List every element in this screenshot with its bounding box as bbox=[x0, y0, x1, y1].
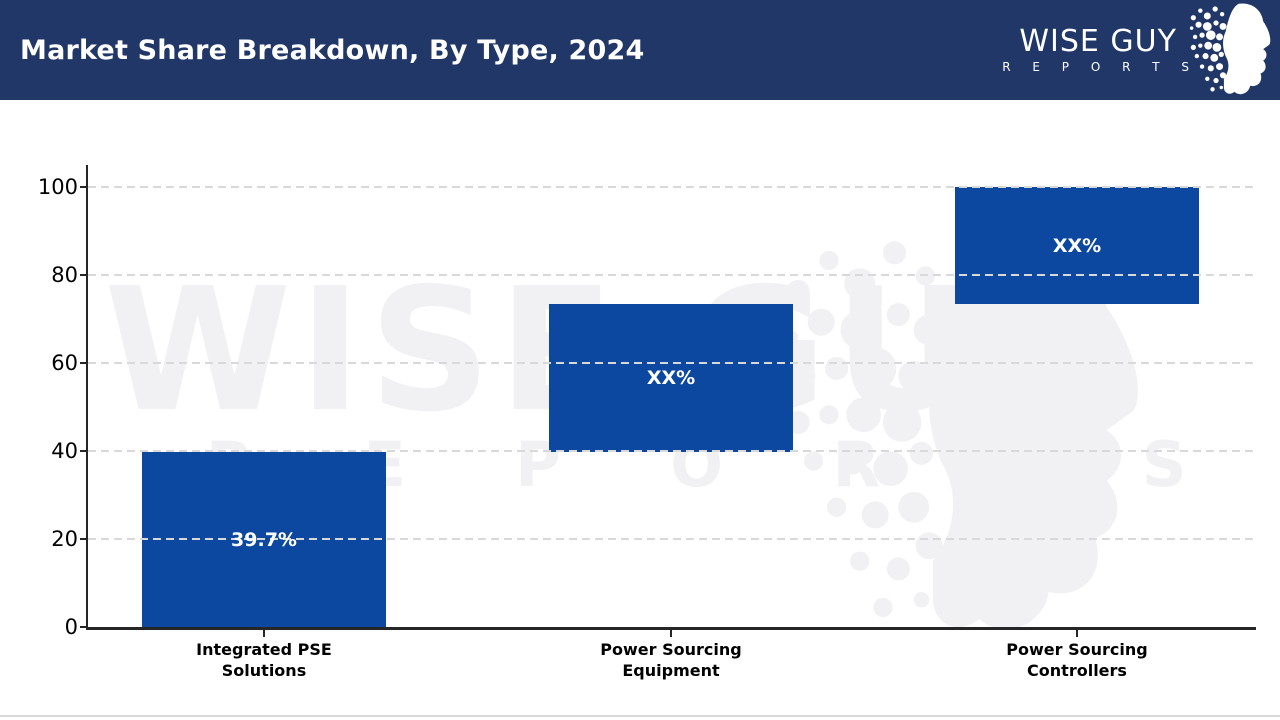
bar-segment-2 bbox=[549, 304, 793, 453]
xtick-mark-2 bbox=[670, 630, 672, 637]
x-category-label-line: Equipment bbox=[622, 661, 720, 680]
ytick-mark-100 bbox=[80, 186, 88, 188]
brand-reports-label: R E P O R T S bbox=[1002, 60, 1198, 74]
ytick-label-40: 40 bbox=[51, 439, 78, 463]
ytick-label-20: 20 bbox=[51, 527, 78, 551]
y-axis-line bbox=[86, 165, 88, 629]
x-category-label-2: Power Sourcing Equipment bbox=[511, 639, 831, 681]
brand-face-icon bbox=[1189, 3, 1271, 95]
header-bar: Market Share Breakdown, By Type, 2024 WI… bbox=[0, 0, 1280, 100]
x-category-label-1: Integrated PSE Solutions bbox=[104, 639, 424, 681]
xtick-mark-1 bbox=[263, 630, 265, 637]
x-category-label-line: Integrated PSE bbox=[196, 640, 332, 659]
gridline-20 bbox=[88, 538, 1256, 540]
xtick-mark-3 bbox=[1076, 630, 1078, 637]
bar-value-label-1: 39.7% bbox=[231, 528, 297, 551]
bar-value-label-2: XX% bbox=[646, 367, 696, 390]
bar-segment-3 bbox=[955, 187, 1199, 305]
x-category-label-line: Controllers bbox=[1027, 661, 1127, 680]
x-axis-line bbox=[86, 627, 1256, 630]
gridline-60 bbox=[88, 362, 1256, 364]
ytick-label-60: 60 bbox=[51, 351, 78, 375]
gridline-100 bbox=[88, 186, 1256, 188]
ytick-label-100: 100 bbox=[37, 175, 78, 199]
watermark-reports-text: R E P O R T S bbox=[206, 428, 1231, 501]
ytick-mark-40 bbox=[80, 450, 88, 452]
ytick-label-0: 0 bbox=[64, 615, 78, 639]
bar-segment-1 bbox=[142, 452, 386, 627]
x-category-label-line: Power Sourcing bbox=[600, 640, 742, 659]
ytick-mark-80 bbox=[80, 274, 88, 276]
ytick-mark-20 bbox=[80, 538, 88, 540]
bottom-divider bbox=[0, 715, 1280, 717]
ytick-label-80: 80 bbox=[51, 263, 78, 287]
ytick-mark-60 bbox=[80, 362, 88, 364]
page-title: Market Share Breakdown, By Type, 2024 bbox=[20, 34, 645, 66]
bar-value-label-3: XX% bbox=[1052, 234, 1102, 257]
x-category-label-line: Solutions bbox=[221, 661, 307, 680]
watermark-wiseguy-text: WISE GUY bbox=[104, 252, 1110, 450]
x-category-label-3: Power Sourcing Controllers bbox=[917, 639, 1237, 681]
gridline-80 bbox=[88, 274, 1256, 276]
gridline-40 bbox=[88, 450, 1256, 452]
ytick-mark-0 bbox=[80, 626, 88, 628]
brand-logo: WISE GUY R E P O R T S bbox=[998, 2, 1280, 98]
brand-wiseguy-label: WISE GUY bbox=[1019, 24, 1177, 59]
x-category-label-line: Power Sourcing bbox=[1006, 640, 1148, 659]
watermark-face-icon bbox=[782, 228, 1138, 630]
brand-logo-text: WISE GUY R E P O R T S bbox=[998, 24, 1198, 74]
